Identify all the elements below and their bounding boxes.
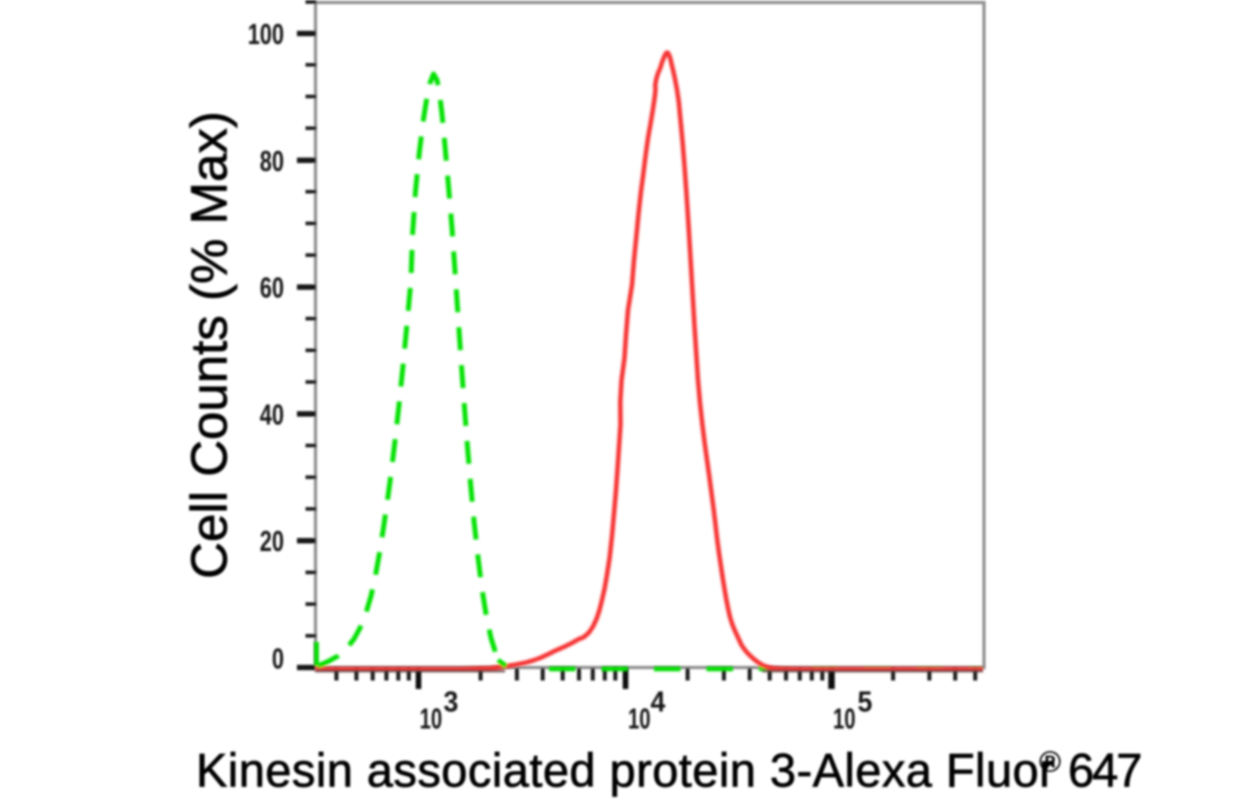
- svg-text:5: 5: [858, 685, 873, 717]
- svg-text:Cell Counts (% Max): Cell Counts (% Max): [181, 111, 238, 579]
- svg-text:40: 40: [260, 400, 284, 432]
- svg-text:4: 4: [651, 685, 666, 717]
- svg-text:10: 10: [420, 703, 443, 735]
- svg-text:100: 100: [248, 19, 284, 51]
- svg-text:80: 80: [260, 146, 284, 178]
- svg-text:Kinesin associated protein 3-A: Kinesin associated protein 3-Alexa Fluor: [196, 744, 1055, 797]
- svg-text:647: 647: [1068, 744, 1140, 797]
- svg-text:®: ®: [1039, 746, 1061, 779]
- svg-text:3: 3: [444, 685, 459, 717]
- svg-text:10: 10: [628, 703, 651, 735]
- svg-text:10: 10: [833, 703, 856, 735]
- svg-text:20: 20: [260, 526, 284, 558]
- svg-text:0: 0: [272, 644, 284, 676]
- svg-text:60: 60: [260, 273, 284, 305]
